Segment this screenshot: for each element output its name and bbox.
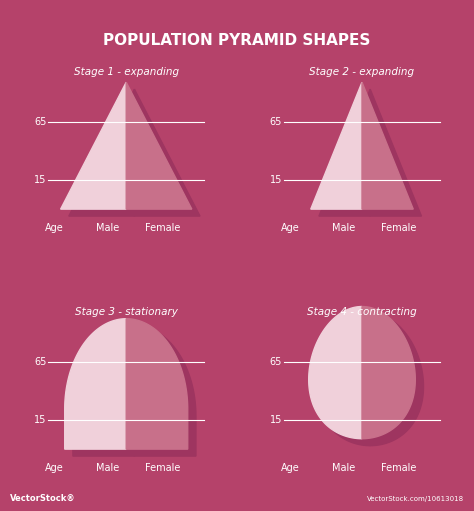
Polygon shape bbox=[135, 89, 200, 216]
Text: Stage 1 - expanding: Stage 1 - expanding bbox=[73, 66, 179, 77]
Polygon shape bbox=[309, 307, 362, 439]
Text: Age: Age bbox=[281, 223, 300, 234]
Text: Stage 2 - expanding: Stage 2 - expanding bbox=[310, 66, 415, 77]
Polygon shape bbox=[362, 82, 413, 209]
Text: 15: 15 bbox=[34, 414, 46, 425]
Text: 65: 65 bbox=[270, 357, 282, 367]
Text: 15: 15 bbox=[270, 175, 282, 184]
Text: Male: Male bbox=[332, 223, 355, 234]
Text: VectorStock.com/10613018: VectorStock.com/10613018 bbox=[367, 496, 465, 502]
Text: Female: Female bbox=[381, 463, 417, 473]
Text: 65: 65 bbox=[34, 117, 46, 127]
Text: Stage 3 - stationary: Stage 3 - stationary bbox=[75, 307, 178, 316]
Text: Female: Female bbox=[381, 223, 417, 234]
Polygon shape bbox=[135, 326, 196, 456]
Polygon shape bbox=[370, 313, 423, 446]
Text: Stage 4 - contracting: Stage 4 - contracting bbox=[307, 307, 417, 316]
Text: POPULATION PYRAMID SHAPES: POPULATION PYRAMID SHAPES bbox=[103, 33, 371, 48]
Text: Age: Age bbox=[45, 223, 64, 234]
Text: Age: Age bbox=[281, 463, 300, 473]
Text: Female: Female bbox=[146, 463, 181, 473]
Polygon shape bbox=[370, 89, 421, 216]
Polygon shape bbox=[319, 89, 370, 216]
Polygon shape bbox=[65, 319, 126, 449]
Text: 65: 65 bbox=[34, 357, 46, 367]
Polygon shape bbox=[69, 89, 135, 216]
Polygon shape bbox=[311, 82, 362, 209]
Text: 15: 15 bbox=[34, 175, 46, 184]
Text: Male: Male bbox=[96, 223, 119, 234]
Text: VectorStock®: VectorStock® bbox=[9, 494, 75, 503]
Polygon shape bbox=[126, 319, 188, 449]
Polygon shape bbox=[126, 82, 192, 209]
Text: Age: Age bbox=[45, 463, 64, 473]
Text: Female: Female bbox=[146, 223, 181, 234]
Text: Male: Male bbox=[332, 463, 355, 473]
Text: 65: 65 bbox=[270, 117, 282, 127]
Polygon shape bbox=[362, 307, 415, 439]
Polygon shape bbox=[317, 313, 370, 446]
Text: Male: Male bbox=[96, 463, 119, 473]
Polygon shape bbox=[73, 326, 135, 456]
Polygon shape bbox=[61, 82, 126, 209]
Text: 15: 15 bbox=[270, 414, 282, 425]
